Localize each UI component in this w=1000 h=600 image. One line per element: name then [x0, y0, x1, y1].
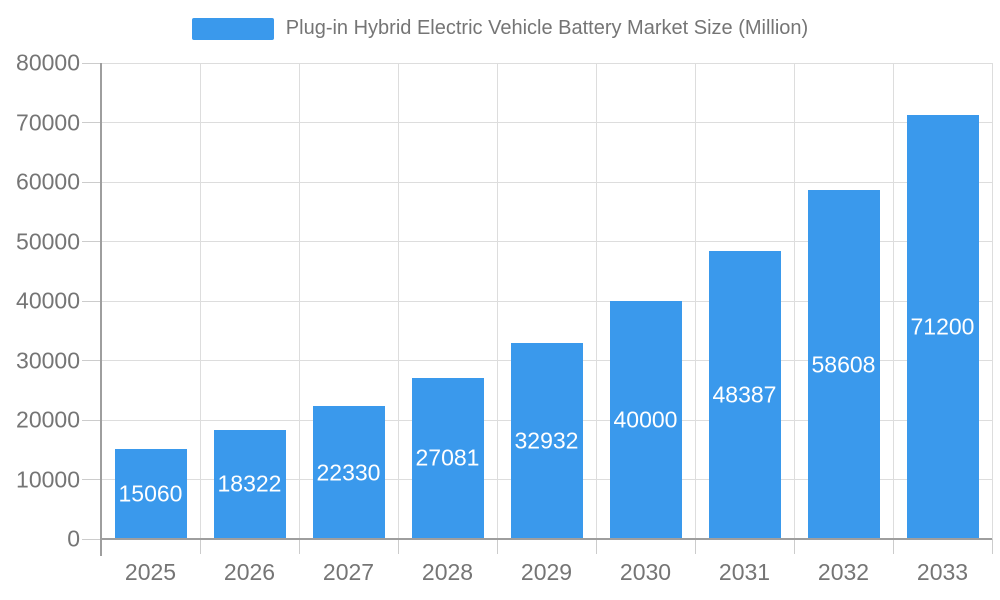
y-axis-label: 10000 [16, 466, 80, 492]
gridline-horizontal [101, 122, 992, 123]
bar-value-label: 48387 [712, 381, 777, 408]
legend-item[interactable]: Plug-in Hybrid Electric Vehicle Battery … [191, 17, 809, 40]
bar [609, 301, 682, 539]
bar-value-label: 40000 [613, 406, 678, 433]
x-axis-tick [397, 539, 399, 554]
x-axis-tick [595, 539, 597, 554]
x-axis-tick [298, 539, 300, 554]
y-axis-tick [82, 181, 101, 183]
x-axis-tick [793, 539, 795, 554]
y-axis-label: 80000 [16, 49, 80, 76]
bar-value-label: 27081 [415, 444, 480, 471]
y-axis-label: 70000 [16, 109, 80, 135]
bar [312, 406, 385, 539]
gridline-vertical [595, 63, 597, 539]
legend-swatch-icon [191, 17, 274, 40]
bar-value-label: 58608 [811, 351, 876, 378]
bar-value-label: 32932 [514, 427, 579, 454]
gridline-vertical [991, 63, 993, 539]
gridline-horizontal [101, 241, 992, 242]
x-axis-label: 2025 [124, 559, 177, 585]
y-axis-tick [82, 360, 101, 361]
x-axis-tick [199, 539, 201, 554]
bar [807, 190, 880, 539]
bar-value-label: 18322 [217, 470, 282, 497]
gridline-horizontal [101, 181, 992, 183]
x-axis-label: 2027 [322, 559, 375, 585]
legend-label: Plug-in Hybrid Electric Vehicle Battery … [285, 17, 809, 39]
y-axis-line [100, 63, 102, 556]
gridline-vertical [694, 63, 696, 539]
y-axis-tick [82, 62, 101, 64]
gridline-vertical [496, 63, 498, 539]
y-axis-label: 40000 [16, 287, 80, 314]
x-axis-line [100, 538, 992, 540]
x-axis-label: 2028 [421, 559, 474, 585]
x-axis-tick [694, 539, 696, 554]
y-axis-label: 50000 [16, 228, 80, 254]
y-axis-label: 0 [67, 525, 80, 552]
gridline-horizontal [101, 300, 992, 302]
y-axis-label: 60000 [16, 168, 80, 195]
gridline-vertical [397, 63, 399, 539]
y-axis-tick [82, 538, 101, 540]
x-axis-label: 2029 [520, 559, 573, 585]
gridline-horizontal [101, 62, 992, 64]
bar [708, 251, 781, 539]
bar [510, 343, 583, 539]
y-axis-tick [82, 419, 101, 421]
y-axis-label: 20000 [16, 406, 80, 433]
bar-value-label: 71200 [910, 313, 975, 340]
bar [213, 429, 286, 539]
y-axis-tick [82, 300, 101, 302]
bar [114, 449, 187, 539]
x-axis-label: 2032 [817, 559, 870, 585]
x-axis-label: 2031 [718, 559, 771, 585]
bar [411, 377, 484, 539]
x-axis-label: 2033 [916, 559, 969, 585]
y-axis-tick [82, 122, 101, 123]
legend: Plug-in Hybrid Electric Vehicle Battery … [0, 17, 1000, 40]
x-axis-tick [991, 539, 993, 554]
y-axis-label: 30000 [16, 347, 80, 373]
bar-value-label: 15060 [118, 480, 183, 507]
gridline-vertical [892, 63, 894, 539]
bar-value-label: 22330 [316, 459, 381, 486]
gridline-vertical [793, 63, 795, 539]
x-axis-label: 2030 [619, 559, 672, 585]
x-axis-tick [892, 539, 894, 554]
x-axis-label: 2026 [223, 559, 276, 585]
gridline-vertical [199, 63, 201, 539]
y-axis-tick [82, 479, 101, 480]
bar [906, 115, 979, 539]
x-axis-tick [496, 539, 498, 554]
y-axis-tick [82, 241, 101, 242]
gridline-vertical [298, 63, 300, 539]
